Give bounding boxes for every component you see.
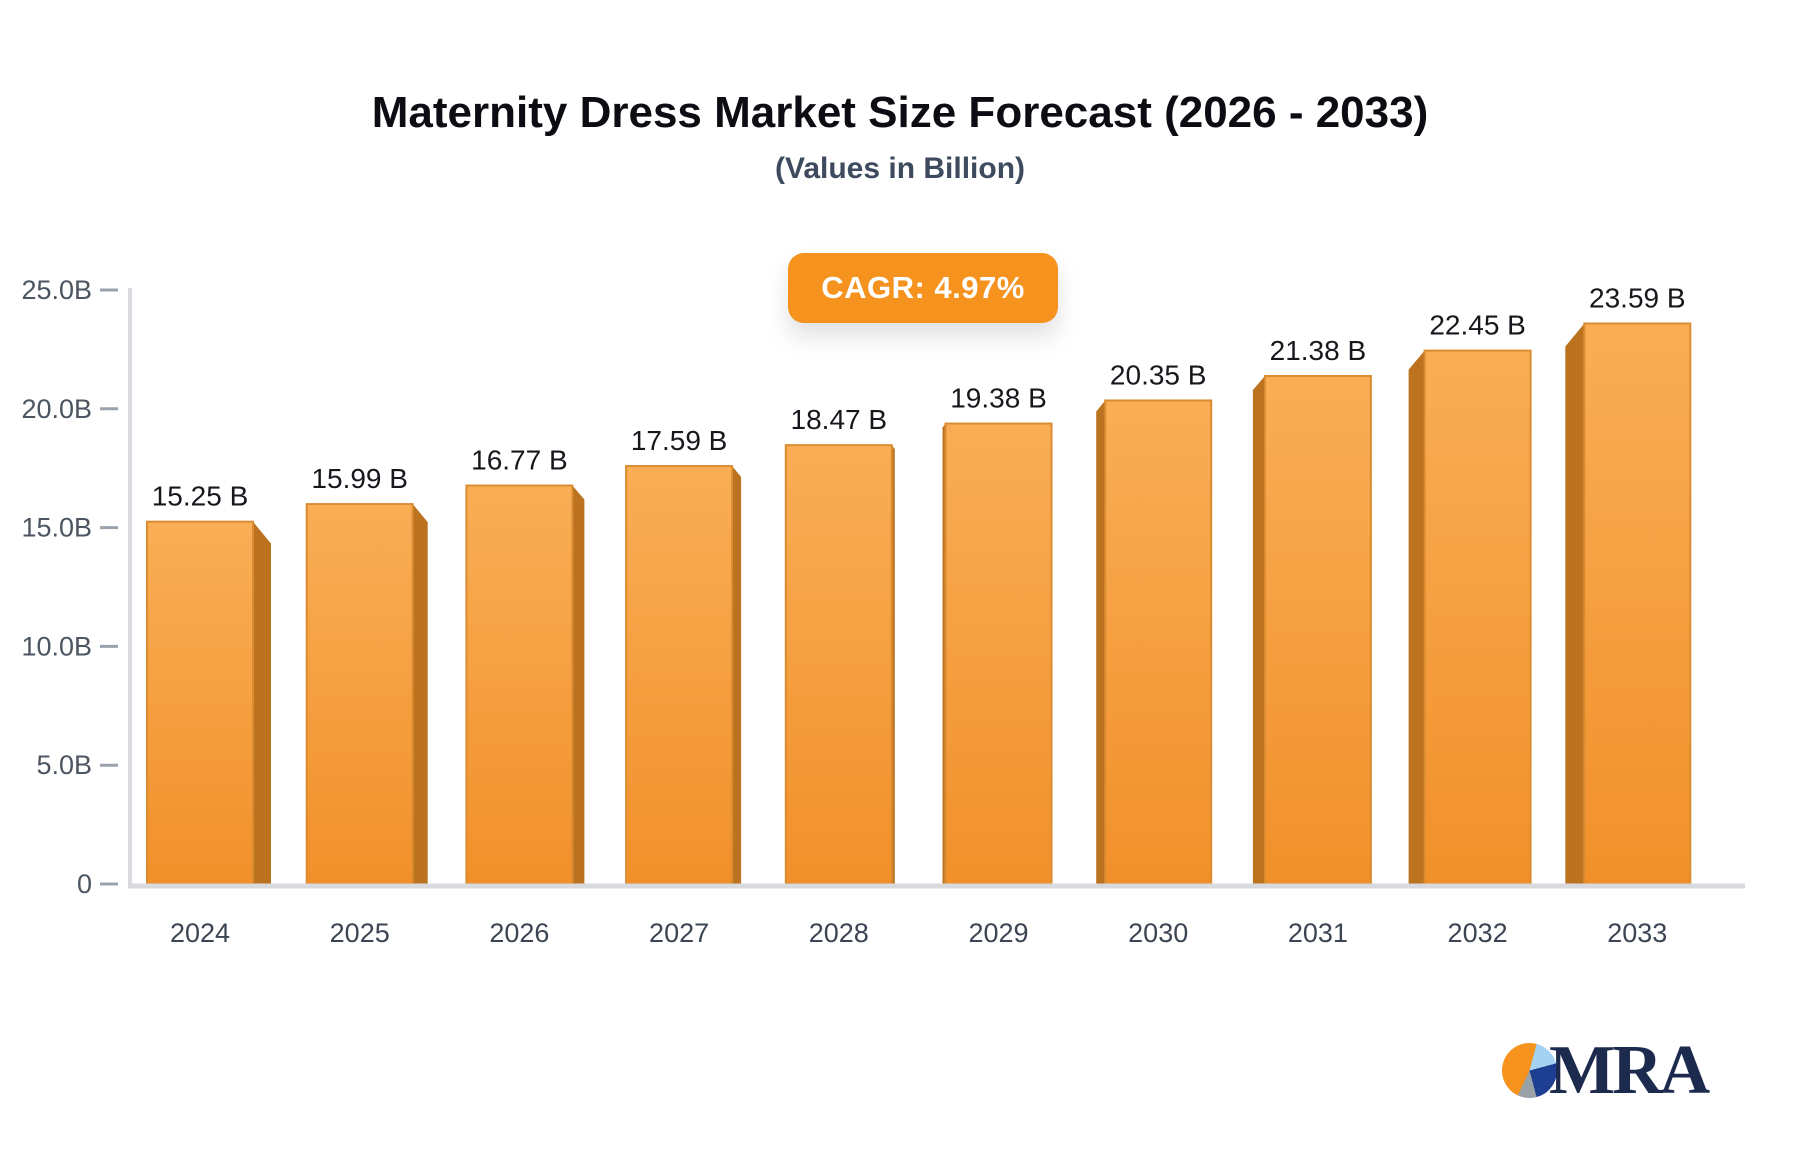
bar-value-label: 17.59 B — [631, 425, 728, 456]
page-subtitle: (Values in Billion) — [774, 152, 1026, 185]
x-axis-label: 2029 — [968, 918, 1028, 948]
x-axis-label: 2027 — [649, 918, 709, 948]
x-axis-label: 2024 — [170, 918, 230, 948]
bar-value-label: 19.38 B — [950, 383, 1047, 414]
x-axis-label: 2030 — [1128, 918, 1188, 948]
cagr-badge: CAGR: 4.97% — [788, 253, 1058, 323]
bar-side — [1565, 323, 1585, 884]
bar — [944, 422, 1053, 885]
x-axis-label: 2031 — [1288, 918, 1348, 948]
bar — [1104, 399, 1213, 885]
y-axis-tick-label: 25.0B — [21, 275, 92, 305]
x-axis-label: 2025 — [330, 918, 390, 948]
bar-side — [732, 466, 742, 884]
bar-value-label: 21.38 B — [1270, 335, 1367, 366]
cagr-badge-label: CAGR: 4.97% — [821, 270, 1025, 305]
pie-logo-icon — [1502, 1042, 1557, 1098]
bar-value-label: 15.99 B — [311, 463, 408, 494]
y-axis-tick-label: 5.0B — [36, 750, 92, 780]
bar-side — [253, 521, 271, 884]
bar — [465, 484, 574, 885]
chart-header: Maternity Dress Market Size Forecast (20… — [0, 88, 1800, 186]
bar — [1263, 375, 1372, 885]
bar — [146, 520, 254, 885]
page-title: Maternity Dress Market Size Forecast (20… — [371, 88, 1429, 137]
bar — [1583, 322, 1692, 885]
x-axis-label: 2026 — [489, 918, 549, 948]
bar-side — [572, 485, 585, 884]
bar-value-label: 22.45 B — [1429, 310, 1526, 341]
bar-side — [1408, 350, 1425, 884]
y-axis-tick-label: 10.0B — [21, 631, 92, 661]
x-axis-label: 2028 — [809, 918, 869, 948]
bar — [305, 503, 414, 885]
bar-value-label: 18.47 B — [791, 404, 888, 435]
bar-value-label: 23.59 B — [1589, 283, 1686, 314]
x-axis-label: 2032 — [1448, 918, 1508, 948]
bar — [625, 465, 734, 885]
bar-side — [412, 504, 428, 884]
company-logo: MRA — [1502, 1031, 1710, 1109]
bar-value-label: 15.25 B — [152, 481, 249, 512]
bar-side — [1252, 376, 1265, 884]
bar — [1423, 349, 1532, 885]
bar — [784, 444, 893, 885]
x-axis-label: 2033 — [1607, 918, 1667, 948]
y-axis-tick-label: 20.0B — [21, 394, 92, 424]
y-axis-tick-label: 0 — [77, 869, 92, 899]
logo-text: MRA — [1549, 1031, 1710, 1109]
bar-side — [1096, 400, 1106, 884]
bar-value-label: 16.77 B — [471, 445, 568, 476]
y-axis-tick-label: 15.0B — [21, 513, 92, 543]
bar-value-label: 20.35 B — [1110, 359, 1207, 390]
